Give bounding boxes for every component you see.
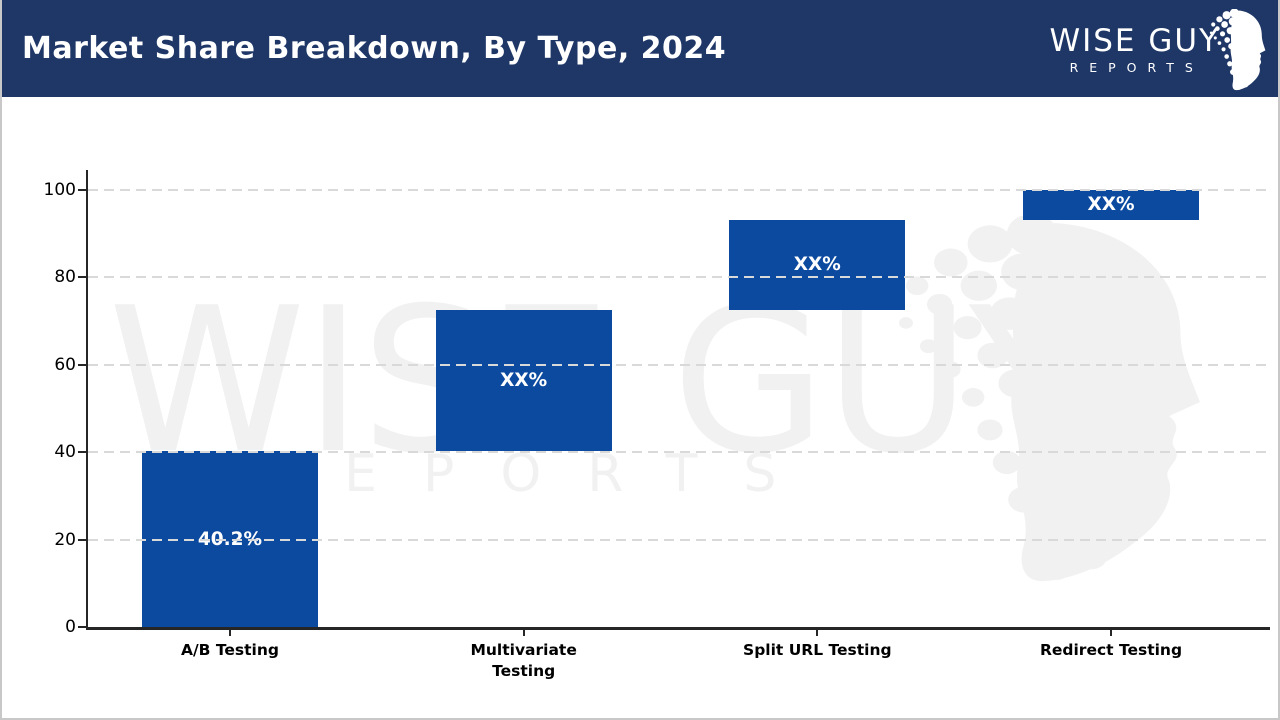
bar-segment: XX% [1023,189,1199,221]
x-axis-tick-label: A/B Testing [181,641,279,659]
bar-value-label: XX% [1087,194,1135,216]
gridline [88,538,1270,541]
y-axis-tick [78,538,86,541]
gridline [88,188,1270,191]
brand-logo-text: WISE GUY REPORTS [1049,25,1220,75]
x-axis-line [86,627,1270,630]
x-axis-tick [816,629,819,636]
y-axis-line [86,170,88,629]
header-bar: Market Share Breakdown, By Type, 2024 WI… [0,0,1280,97]
y-axis-tick-label: 60 [54,354,76,375]
y-axis-tick-label: 40 [54,442,76,462]
brand-subtitle: REPORTS [1069,59,1204,75]
y-axis-tick [78,626,86,628]
bar-value-label: XX% [793,254,841,276]
watermark-reports-text: REPORTS [262,444,823,504]
x-axis-tick [1110,629,1112,636]
gridline [88,451,1270,453]
y-axis-tick [78,363,86,366]
y-axis-tick-label: 80 [54,267,76,287]
brand-name: WISE GUY [1049,23,1220,60]
y-axis-tick-label: 0 [65,617,76,637]
bar-segment: XX% [729,220,906,310]
x-axis-tick-label: Split URL Testing [743,641,892,659]
bar-value-label: XX% [500,369,548,391]
page-title: Market Share Breakdown, By Type, 2024 [22,31,727,66]
brand-logo: WISE GUY REPORTS [1049,6,1268,94]
y-axis-tick [78,188,86,191]
y-axis-tick-label: 20 [54,529,76,550]
x-axis-tick-label: Multivariate Testing [470,641,577,680]
bar-segment: XX% [435,309,612,452]
gridline [88,363,1270,366]
dotted-face-profile-icon [1206,8,1268,91]
y-axis-tick [78,276,86,278]
x-axis-tick [522,629,525,636]
gridline [88,276,1270,278]
y-axis-tick-label: 100 [43,179,76,200]
x-axis-tick-label: Redirect Testing [1039,641,1183,659]
y-axis-tick [78,451,86,453]
x-axis-tick [229,629,231,636]
